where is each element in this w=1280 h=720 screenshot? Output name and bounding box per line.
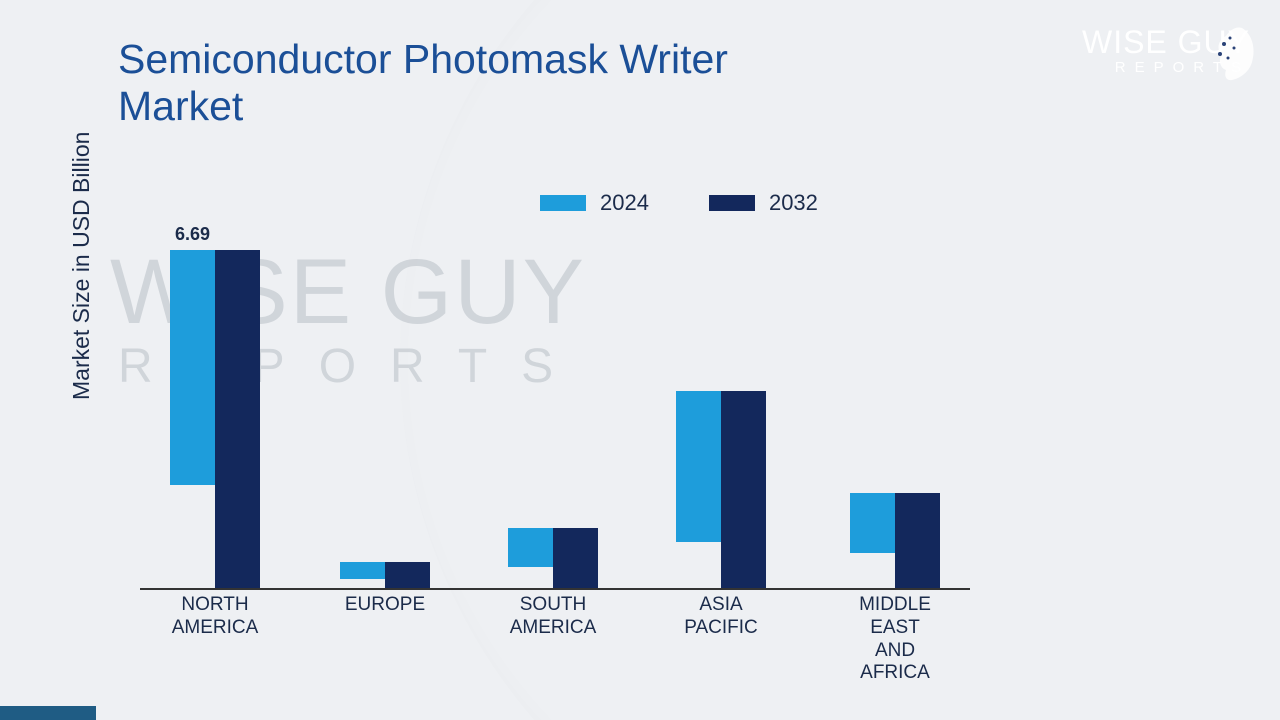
legend-swatch-2024: [540, 195, 586, 211]
x-label: EUROPE: [320, 594, 450, 617]
bar-2024: [850, 493, 895, 553]
bar-2032: [895, 493, 940, 588]
bar-chart: 6.69: [110, 220, 980, 590]
bar-2024: [340, 562, 385, 580]
x-label: MIDDLEEASTANDAFRICA: [830, 594, 960, 685]
bar-2024: [508, 528, 553, 567]
bar-2024: 6.69: [170, 250, 215, 486]
brand-logo: WISE GUY REPORTS: [1082, 24, 1250, 76]
y-axis-label: Market Size in USD Billion: [68, 132, 95, 400]
bar-group: 6.69: [150, 250, 280, 588]
legend-item-2024: 2024: [540, 190, 649, 216]
bar-group: [488, 528, 618, 588]
footer-accent: [0, 706, 96, 720]
bar-value-label: 6.69: [175, 224, 210, 245]
legend-label-2032: 2032: [769, 190, 818, 216]
plot-area: 6.69: [140, 220, 970, 590]
chart-canvas: WISE GUY REPORTS WISE GUY REPORTS Semico…: [0, 0, 1280, 720]
bar-2032: [385, 562, 430, 588]
legend-item-2032: 2032: [709, 190, 818, 216]
legend-swatch-2032: [709, 195, 755, 211]
bar-group: [656, 391, 786, 588]
bar-group: [830, 493, 960, 588]
head-icon: [1206, 24, 1256, 84]
x-label: SOUTHAMERICA: [488, 594, 618, 640]
bar-2024: [676, 391, 721, 543]
legend-label-2024: 2024: [600, 190, 649, 216]
legend: 2024 2032: [540, 190, 818, 216]
chart-title: Semiconductor Photomask Writer Market: [118, 36, 818, 130]
bar-group: [320, 562, 450, 588]
bar-2032: [553, 528, 598, 588]
x-label: NORTHAMERICA: [150, 594, 280, 640]
bar-2032: [721, 391, 766, 588]
x-label: ASIAPACIFIC: [656, 594, 786, 640]
bar-2032: [215, 250, 260, 588]
